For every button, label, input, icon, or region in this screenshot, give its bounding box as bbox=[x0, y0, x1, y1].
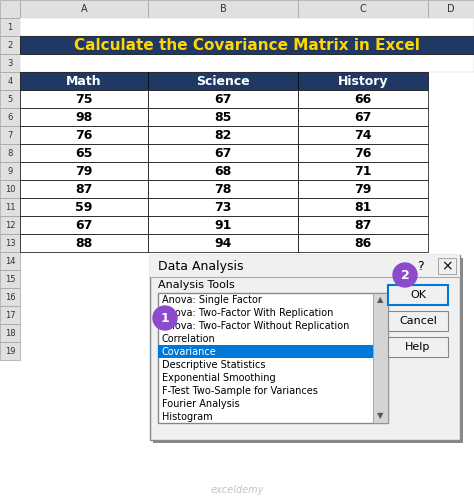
FancyBboxPatch shape bbox=[0, 216, 20, 234]
Text: 13: 13 bbox=[5, 239, 15, 248]
FancyBboxPatch shape bbox=[298, 0, 428, 18]
FancyBboxPatch shape bbox=[0, 252, 20, 270]
FancyBboxPatch shape bbox=[0, 342, 20, 360]
Text: 66: 66 bbox=[355, 93, 372, 106]
FancyBboxPatch shape bbox=[0, 306, 20, 324]
Text: 4: 4 bbox=[8, 77, 13, 86]
Text: 76: 76 bbox=[75, 128, 93, 141]
Text: 19: 19 bbox=[5, 347, 15, 356]
Text: 73: 73 bbox=[214, 201, 232, 214]
Text: OK: OK bbox=[410, 290, 426, 300]
FancyBboxPatch shape bbox=[148, 108, 298, 126]
FancyBboxPatch shape bbox=[388, 337, 448, 357]
Text: 65: 65 bbox=[75, 146, 93, 159]
FancyBboxPatch shape bbox=[298, 90, 428, 108]
FancyBboxPatch shape bbox=[20, 0, 148, 18]
Text: 11: 11 bbox=[5, 203, 15, 212]
FancyBboxPatch shape bbox=[298, 108, 428, 126]
Text: 79: 79 bbox=[354, 182, 372, 196]
Text: 67: 67 bbox=[214, 146, 232, 159]
Text: 18: 18 bbox=[5, 329, 15, 338]
FancyBboxPatch shape bbox=[20, 72, 148, 90]
Text: 74: 74 bbox=[354, 128, 372, 141]
Text: 82: 82 bbox=[214, 128, 232, 141]
FancyBboxPatch shape bbox=[20, 108, 148, 126]
FancyBboxPatch shape bbox=[0, 36, 20, 54]
FancyBboxPatch shape bbox=[428, 0, 474, 18]
FancyBboxPatch shape bbox=[148, 0, 298, 18]
Text: 78: 78 bbox=[214, 182, 232, 196]
Text: ▼: ▼ bbox=[377, 411, 383, 420]
FancyBboxPatch shape bbox=[0, 18, 20, 36]
Text: Exponential Smoothing: Exponential Smoothing bbox=[162, 373, 275, 382]
Text: 5: 5 bbox=[8, 95, 13, 104]
FancyBboxPatch shape bbox=[20, 162, 148, 180]
Text: Fourier Analysis: Fourier Analysis bbox=[162, 398, 240, 408]
Text: 3: 3 bbox=[7, 58, 13, 68]
Text: 81: 81 bbox=[354, 201, 372, 214]
FancyBboxPatch shape bbox=[298, 234, 428, 252]
Text: F-Test Two-Sample for Variances: F-Test Two-Sample for Variances bbox=[162, 385, 318, 395]
Text: 67: 67 bbox=[354, 111, 372, 124]
FancyBboxPatch shape bbox=[0, 108, 20, 126]
FancyBboxPatch shape bbox=[438, 258, 456, 274]
Text: 67: 67 bbox=[214, 93, 232, 106]
Text: 98: 98 bbox=[75, 111, 92, 124]
Text: 7: 7 bbox=[7, 130, 13, 139]
Text: Science: Science bbox=[196, 75, 250, 88]
Circle shape bbox=[153, 306, 177, 330]
Text: 86: 86 bbox=[355, 237, 372, 249]
FancyBboxPatch shape bbox=[0, 144, 20, 162]
FancyBboxPatch shape bbox=[148, 180, 298, 198]
Text: 1: 1 bbox=[8, 22, 13, 31]
FancyBboxPatch shape bbox=[0, 126, 20, 144]
FancyBboxPatch shape bbox=[0, 90, 20, 108]
FancyBboxPatch shape bbox=[20, 198, 148, 216]
Text: Anova: Two-Factor With Replication: Anova: Two-Factor With Replication bbox=[162, 307, 333, 318]
FancyBboxPatch shape bbox=[388, 285, 448, 305]
FancyBboxPatch shape bbox=[20, 234, 148, 252]
Text: 17: 17 bbox=[5, 310, 15, 320]
FancyBboxPatch shape bbox=[373, 293, 388, 423]
Text: History: History bbox=[338, 75, 388, 88]
FancyBboxPatch shape bbox=[148, 72, 298, 90]
FancyBboxPatch shape bbox=[158, 345, 373, 358]
Text: 94: 94 bbox=[214, 237, 232, 249]
FancyBboxPatch shape bbox=[388, 311, 448, 331]
Text: Help: Help bbox=[405, 342, 431, 352]
Text: 71: 71 bbox=[354, 164, 372, 177]
Text: 2: 2 bbox=[401, 268, 410, 281]
Text: 67: 67 bbox=[75, 219, 93, 232]
Text: ×: × bbox=[441, 259, 453, 273]
FancyBboxPatch shape bbox=[20, 144, 148, 162]
FancyBboxPatch shape bbox=[0, 72, 20, 90]
FancyBboxPatch shape bbox=[148, 126, 298, 144]
FancyBboxPatch shape bbox=[20, 36, 474, 54]
FancyBboxPatch shape bbox=[148, 234, 298, 252]
FancyBboxPatch shape bbox=[0, 270, 20, 288]
FancyBboxPatch shape bbox=[0, 180, 20, 198]
Text: C: C bbox=[360, 4, 366, 14]
FancyBboxPatch shape bbox=[298, 162, 428, 180]
Text: Anova: Two-Factor Without Replication: Anova: Two-Factor Without Replication bbox=[162, 321, 349, 331]
FancyBboxPatch shape bbox=[148, 162, 298, 180]
Text: Analysis Tools: Analysis Tools bbox=[158, 280, 235, 290]
FancyBboxPatch shape bbox=[148, 216, 298, 234]
Text: 1: 1 bbox=[161, 312, 169, 325]
Text: 8: 8 bbox=[7, 148, 13, 157]
Text: 88: 88 bbox=[75, 237, 92, 249]
Text: Correlation: Correlation bbox=[162, 334, 216, 344]
FancyBboxPatch shape bbox=[150, 255, 460, 277]
Text: ▲: ▲ bbox=[377, 295, 383, 304]
Text: 14: 14 bbox=[5, 256, 15, 265]
FancyBboxPatch shape bbox=[20, 216, 148, 234]
Text: B: B bbox=[219, 4, 227, 14]
FancyBboxPatch shape bbox=[0, 0, 20, 18]
Text: Cancel: Cancel bbox=[399, 316, 437, 326]
FancyBboxPatch shape bbox=[20, 18, 474, 36]
Text: 68: 68 bbox=[214, 164, 232, 177]
FancyBboxPatch shape bbox=[0, 324, 20, 342]
Circle shape bbox=[393, 263, 417, 287]
FancyBboxPatch shape bbox=[0, 162, 20, 180]
